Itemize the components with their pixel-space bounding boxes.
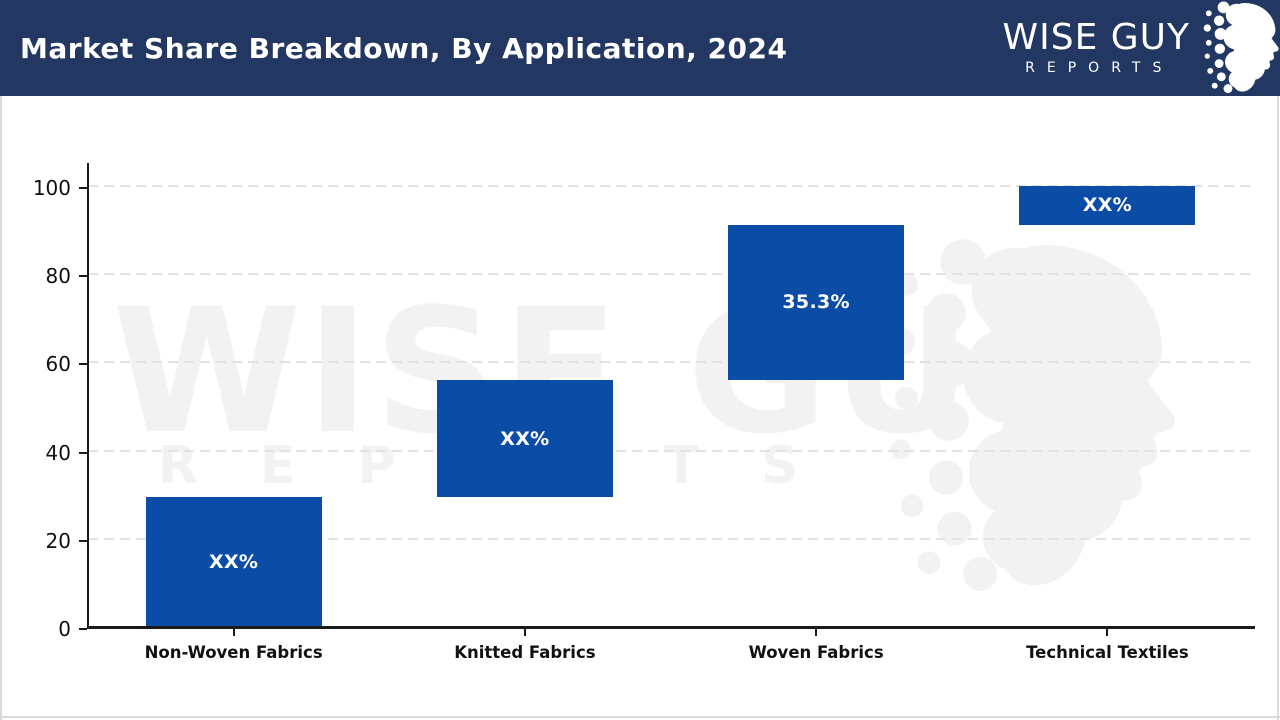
gridline [88, 537, 1253, 540]
bar: XX% [145, 496, 322, 627]
x-tick-mark [232, 629, 235, 636]
gridline [88, 273, 1253, 276]
y-tick-label: 40 [45, 440, 71, 465]
x-category-label: Non-Woven Fabrics [144, 643, 323, 662]
bar: 35.3% [728, 224, 905, 381]
x-category-label: Technical Textiles [1026, 643, 1189, 662]
page-title: Market Share Breakdown, By Application, … [20, 31, 788, 65]
y-tick-mark [79, 539, 87, 542]
logo-subtitle: REPORTS [1025, 60, 1174, 76]
page-border-right [1277, 96, 1279, 720]
x-tick-mark [1106, 629, 1109, 636]
gridline [88, 185, 1253, 188]
x-axis-spine [87, 626, 1255, 629]
x-category-label: Woven Fabrics [748, 643, 884, 662]
y-axis-spine [87, 163, 89, 629]
gridline [88, 449, 1253, 452]
bar: XX% [1019, 186, 1196, 225]
y-axis: 0 20 40 60 80 100 [0, 165, 87, 639]
logo-wordmark: WISE GUY [1002, 17, 1190, 58]
face-profile-logo-icon [1194, 0, 1280, 96]
x-tick-mark [523, 629, 526, 636]
y-tick-label: 20 [45, 528, 71, 553]
y-tick-mark [79, 451, 87, 454]
y-tick-label: 0 [58, 617, 71, 641]
y-tick-mark [79, 628, 87, 630]
bar-value-label: XX% [1082, 194, 1132, 217]
y-tick-label: 60 [45, 352, 71, 377]
page-border-left [0, 96, 2, 720]
page-border-bottom [0, 716, 1280, 718]
plot-area: XX% XX% 35.3% XX% [88, 165, 1253, 627]
bar-value-label: XX% [500, 427, 550, 450]
x-tick-mark [815, 629, 818, 636]
bar: XX% [436, 380, 613, 497]
gridline [88, 361, 1253, 364]
bar-value-label: XX% [209, 550, 259, 573]
wise-guy-logo: WISE GUY REPORTS [1003, 0, 1280, 96]
x-category-label: Knitted Fabrics [454, 643, 596, 662]
y-tick-label: 100 [32, 176, 71, 201]
chart-canvas: WISE GUY REPORTS XX%XX%35.3%XX% 02040608… [0, 96, 1280, 720]
bar-value-label: 35.3% [782, 291, 850, 314]
y-tick-mark [79, 187, 87, 190]
y-tick-mark [79, 363, 87, 366]
header: Market Share Breakdown, By Application, … [0, 0, 1280, 96]
y-tick-label: 80 [45, 264, 71, 289]
x-axis: Non-Woven Fabrics Knitted Fabrics Woven Fa… [88, 629, 1253, 689]
y-tick-mark [79, 275, 87, 278]
logo-text: WISE GUY REPORTS [1002, 17, 1191, 77]
